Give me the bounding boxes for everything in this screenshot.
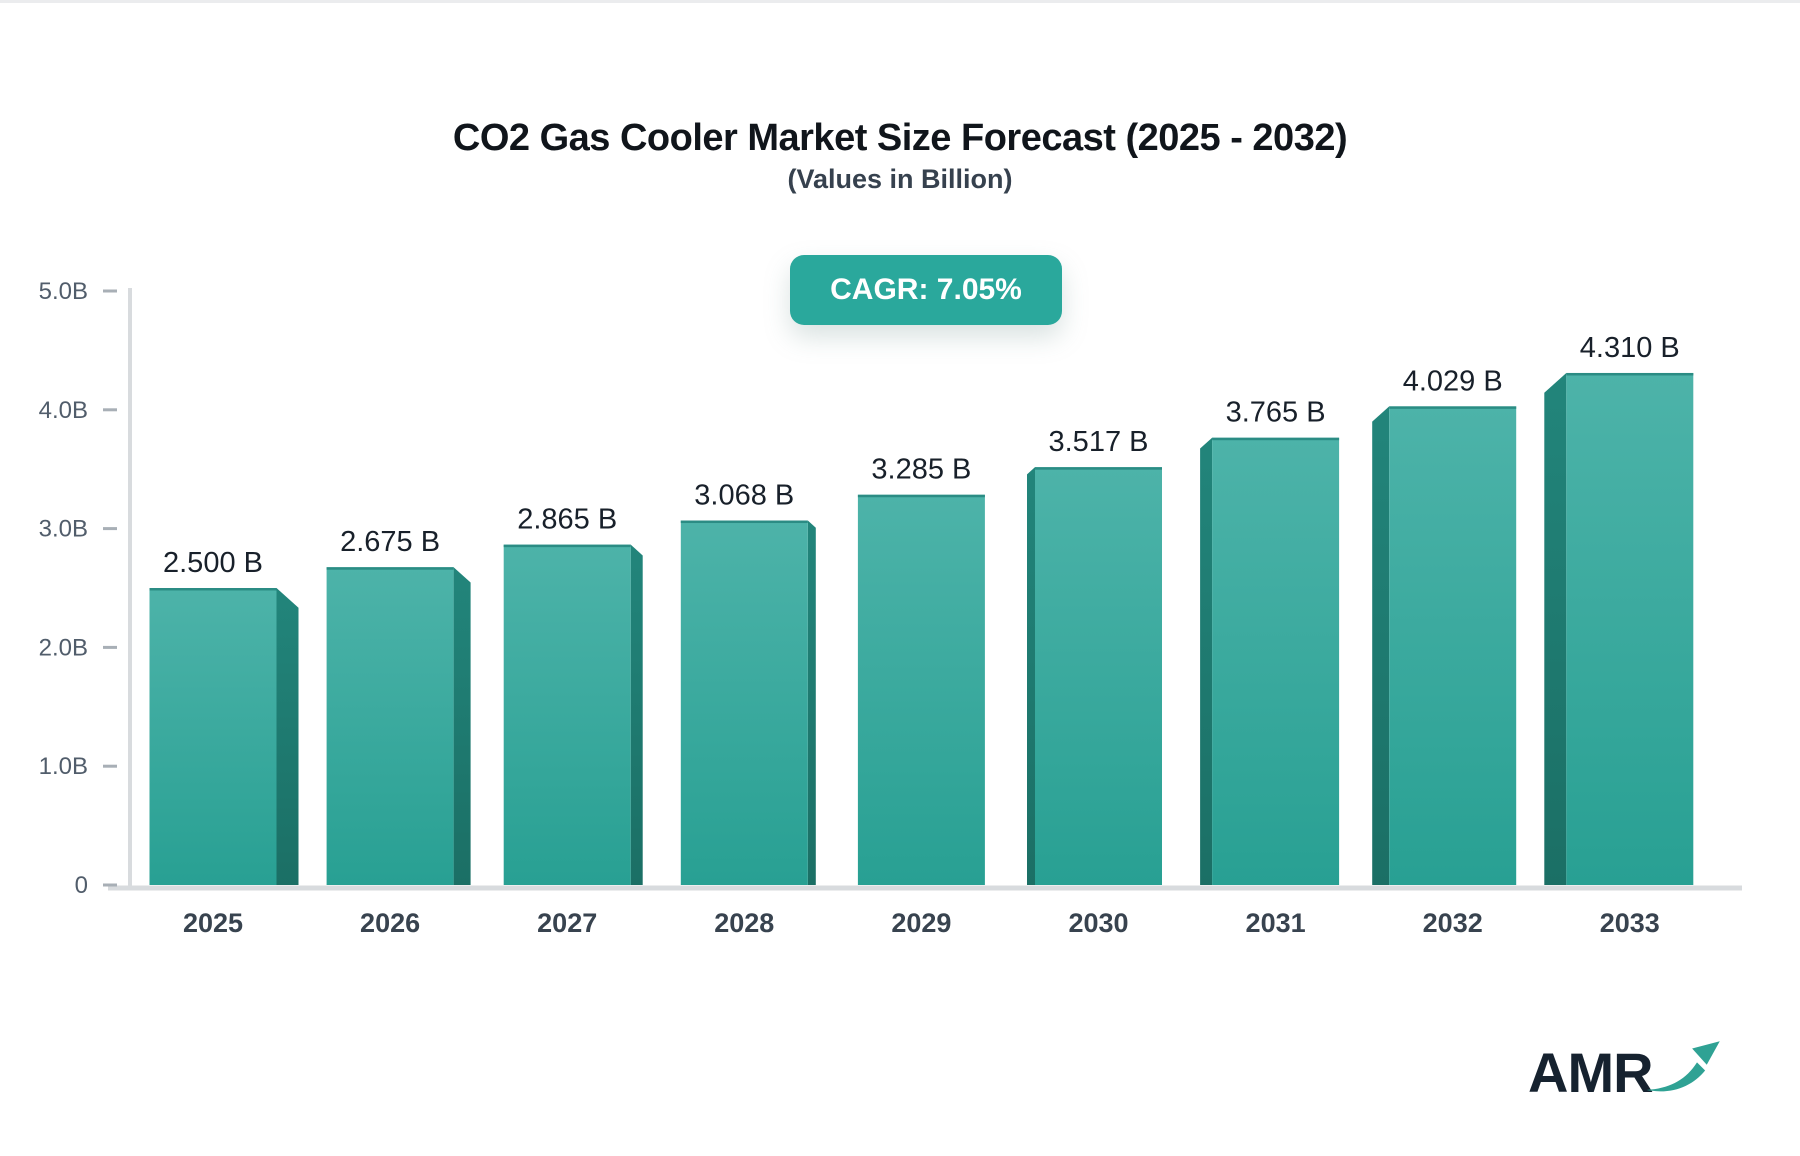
- x-tick-label-2028: 2028: [714, 908, 774, 938]
- y-tick-label-1: 1.0B: [39, 753, 88, 780]
- bar-2033: [1566, 372, 1694, 885]
- x-tick-label-2032: 2032: [1423, 908, 1483, 938]
- x-tick-label-2033: 2033: [1600, 908, 1660, 938]
- bar-top-edge-2031: [1212, 437, 1340, 441]
- bar-side-2030: [1027, 467, 1035, 885]
- y-tick-label-0: 0: [75, 872, 88, 899]
- bar-side-2033: [1544, 372, 1567, 885]
- bar-top-edge-2029: [857, 494, 985, 498]
- value-label-2031: 3.765 B: [1226, 397, 1326, 429]
- bar-2028: [680, 520, 808, 885]
- x-tick-label-2029: 2029: [891, 908, 951, 938]
- bar-top-edge-2025: [149, 588, 277, 591]
- x-tick-label-2030: 2030: [1068, 908, 1128, 938]
- x-tick-label-2025: 2025: [183, 908, 243, 938]
- bar-side-2025: [276, 588, 299, 885]
- bar-top-edge-2027: [503, 544, 631, 548]
- bar-side-2027: [630, 544, 643, 885]
- value-label-2027: 2.865 B: [517, 504, 617, 536]
- cagr-badge: CAGR: 7.05%: [790, 255, 1062, 325]
- bar-2025: [149, 588, 277, 885]
- value-label-2026: 2.675 B: [340, 526, 440, 558]
- y-tick-label-2: 2.0B: [39, 634, 88, 661]
- bar-2030: [1035, 467, 1162, 885]
- y-tick-label-5: 5.0B: [39, 278, 88, 305]
- bar-top-edge-2026: [326, 567, 454, 570]
- bar-top-edge-2030: [1035, 467, 1162, 470]
- chart-subtitle: (Values in Billion): [787, 164, 1013, 194]
- x-tick-label-2026: 2026: [360, 908, 420, 938]
- bar-top-edge-2032: [1389, 406, 1517, 409]
- bar-top-edge-2028: [680, 520, 808, 524]
- value-label-2032: 4.029 B: [1403, 365, 1503, 397]
- value-label-2025: 2.500 B: [163, 547, 263, 579]
- labels-layer: 2.500 B 2025 2.675 B 2026 2.865 B 2027 3.068 B…: [163, 332, 1680, 938]
- bar-2031: [1212, 437, 1340, 885]
- bar-side-2031: [1200, 437, 1213, 885]
- value-label-2029: 3.285 B: [871, 454, 971, 486]
- brand-logo: AMR: [1528, 1028, 1748, 1118]
- bar-2027: [503, 544, 631, 885]
- value-label-2028: 3.068 B: [694, 480, 794, 512]
- y-tick-label-4: 4.0B: [39, 397, 88, 424]
- growth-arrow-icon: [1646, 1041, 1720, 1092]
- value-label-2030: 3.517 B: [1049, 426, 1149, 458]
- bar-2029: [857, 494, 985, 885]
- x-tick-label-2027: 2027: [537, 908, 597, 938]
- axis-layer: 0 1.0B 2.0B 3.0B 4.0B 5.0B: [39, 278, 1742, 899]
- brand-logo-text: AMR: [1528, 1041, 1654, 1104]
- bar-side-2032: [1372, 406, 1390, 885]
- bars-layer: [149, 372, 1694, 885]
- y-tick-label-3: 3.0B: [39, 516, 88, 543]
- x-tick-label-2031: 2031: [1246, 908, 1306, 938]
- bar-side-2028: [807, 520, 816, 885]
- chart-title: CO2 Gas Cooler Market Size Forecast (202…: [452, 117, 1348, 160]
- bar-2026: [326, 567, 454, 885]
- bar-2032: [1389, 406, 1517, 885]
- window-top-border: [0, 0, 1800, 3]
- bar-side-2026: [453, 567, 471, 885]
- value-label-2033: 4.310 B: [1580, 332, 1680, 364]
- bar-top-edge-2033: [1566, 372, 1694, 376]
